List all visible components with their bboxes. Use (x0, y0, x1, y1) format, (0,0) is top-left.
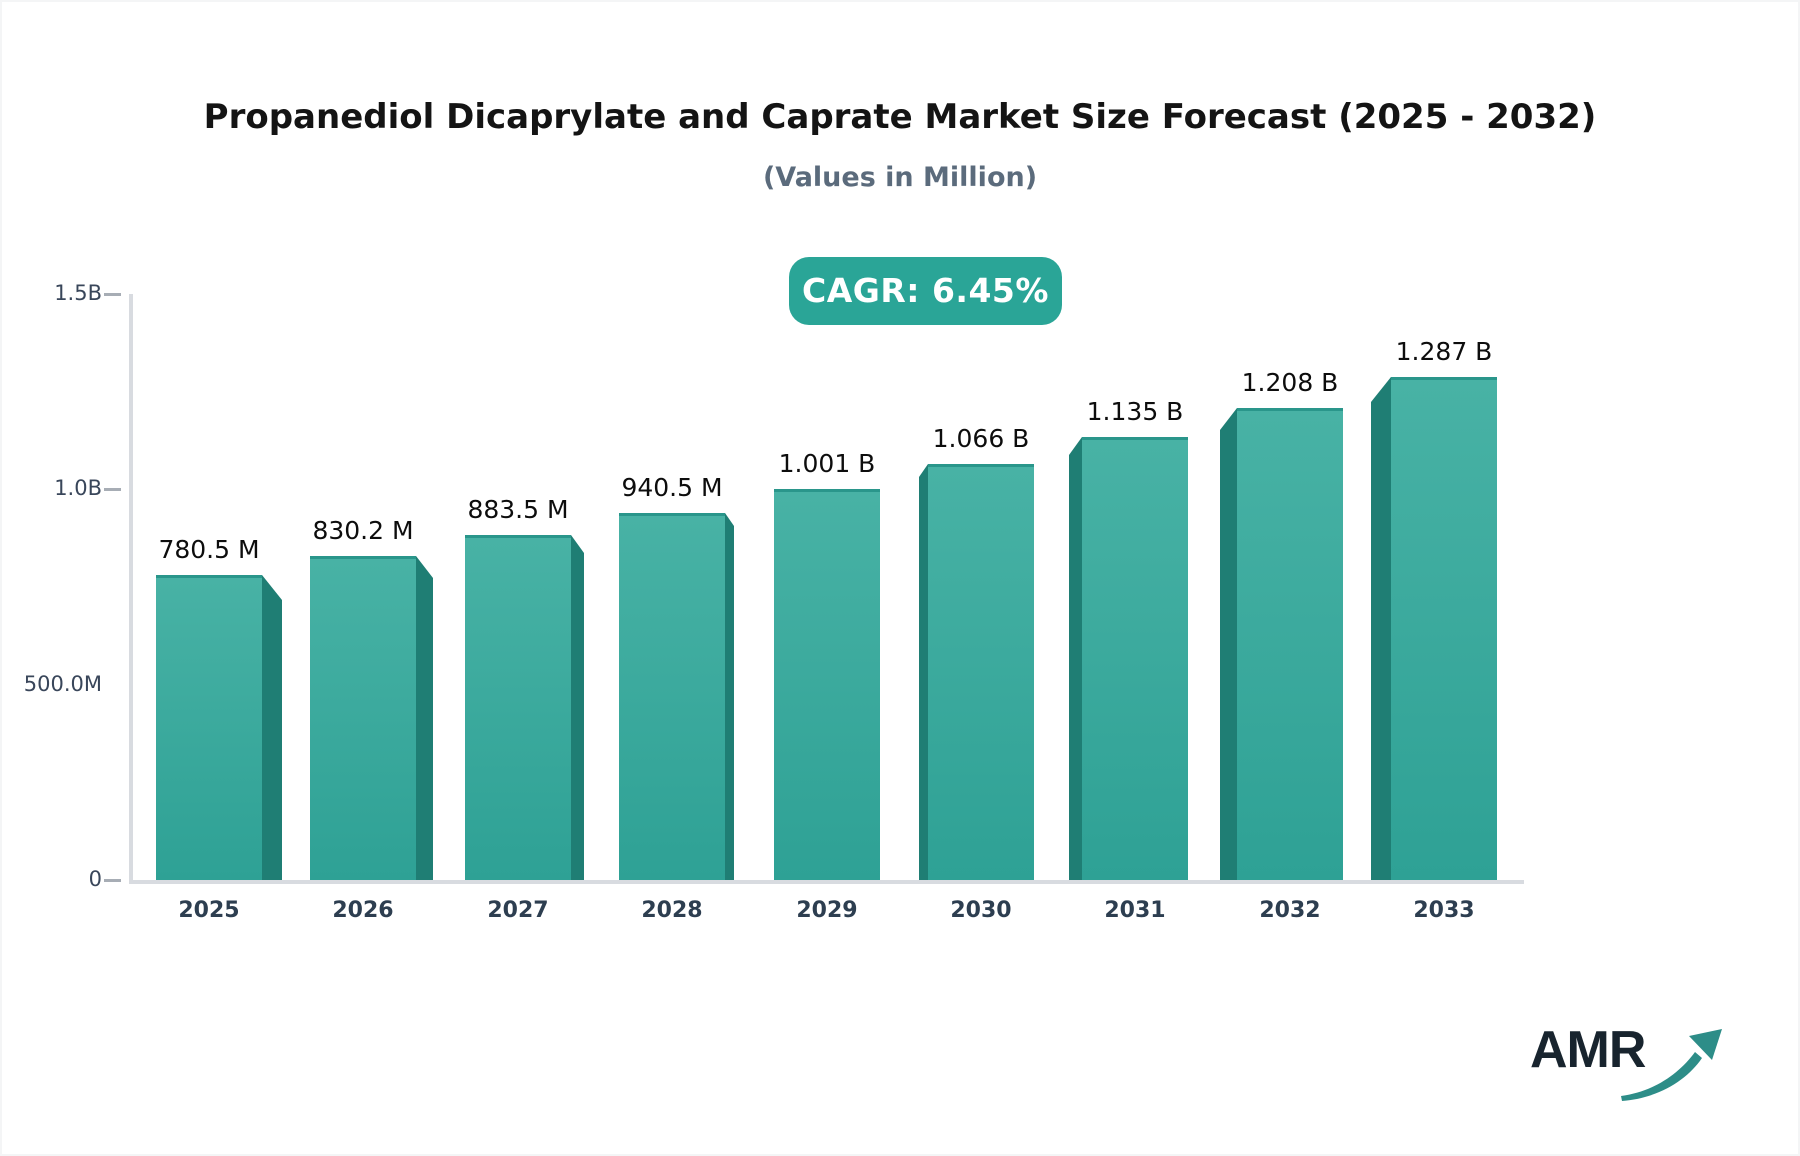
bar-face (156, 575, 262, 880)
y-axis-line (129, 294, 133, 880)
bar-value-label: 830.2 M (312, 516, 414, 545)
bar-side-panel (1220, 408, 1237, 880)
y-tick-mark (104, 293, 121, 296)
bar-side-panel (725, 513, 734, 880)
bar-face (310, 556, 416, 880)
bar-side-panel (1371, 377, 1391, 880)
bar-face (465, 535, 571, 880)
bar-face (1237, 408, 1343, 880)
bar-face (928, 464, 1034, 880)
bar-value-label: 1.066 B (932, 424, 1030, 453)
bar-2030[interactable]: 1.066 B (919, 424, 1034, 880)
bar-value-label: 883.5 M (467, 495, 569, 524)
bar-side-panel (1069, 437, 1082, 880)
bar-2025[interactable]: 780.5 M (156, 535, 282, 880)
x-tick-label-2027: 2027 (487, 898, 549, 923)
bar-value-label: 940.5 M (621, 473, 723, 502)
bar-2026[interactable]: 830.2 M (310, 516, 433, 880)
bar-2029[interactable]: 1.001 B (774, 449, 880, 880)
cagr-badge: CAGR: 6.45% (789, 257, 1062, 325)
bar-side-panel (571, 535, 584, 880)
bar-face (1391, 377, 1497, 880)
bar-2027[interactable]: 883.5 M (465, 495, 584, 880)
bar-face (619, 513, 725, 880)
y-tick-label: 500.0M (23, 672, 102, 696)
y-tick-mark (104, 879, 121, 882)
x-tick-label-2031: 2031 (1104, 898, 1166, 923)
bar-2031[interactable]: 1.135 B (1069, 397, 1188, 880)
bar-value-label: 1.208 B (1241, 368, 1339, 397)
y-tick-label: 0 (88, 867, 102, 891)
bar-2028[interactable]: 940.5 M (619, 473, 734, 880)
y-tick-mark (104, 488, 121, 491)
bar-face (774, 489, 880, 880)
bar-2033[interactable]: 1.287 B (1371, 337, 1497, 880)
bar-value-label: 1.001 B (778, 449, 876, 478)
y-tick-label: 1.0B (54, 476, 102, 500)
x-tick-label-2028: 2028 (641, 898, 703, 923)
x-tick-label-2033: 2033 (1413, 898, 1475, 923)
bar-value-label: 1.287 B (1395, 337, 1493, 366)
amr-logo-text: AMR (1530, 1021, 1646, 1079)
x-tick-label-2032: 2032 (1259, 898, 1321, 923)
x-axis-line (129, 880, 1524, 884)
amr-logo: AMR (1530, 1024, 1733, 1110)
x-tick-label-2025: 2025 (178, 898, 240, 923)
bar-value-label: 780.5 M (158, 535, 260, 564)
bar-side-panel (919, 464, 928, 880)
chart-title: Propanediol Dicaprylate and Caprate Mark… (203, 97, 1597, 137)
bar-face (1082, 437, 1188, 880)
x-tick-label-2030: 2030 (950, 898, 1012, 923)
growth-arrow-icon (1621, 1029, 1723, 1101)
bar-side-panel (262, 575, 282, 880)
y-tick-label: 1.5B (54, 281, 102, 305)
x-tick-label-2026: 2026 (332, 898, 394, 923)
x-tick-label-2029: 2029 (796, 898, 858, 923)
bar-value-label: 1.135 B (1086, 397, 1184, 426)
bar-side-panel (416, 556, 433, 880)
bar-2032[interactable]: 1.208 B (1220, 368, 1343, 880)
chart-subtitle: (Values in Million) (762, 162, 1038, 193)
